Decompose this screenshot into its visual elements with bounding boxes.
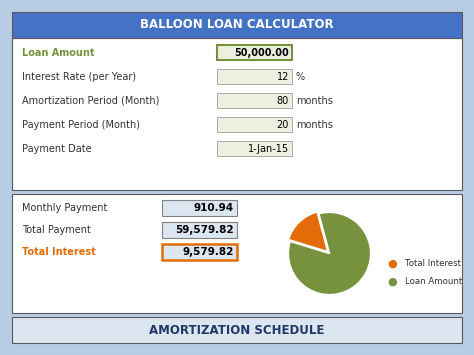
Bar [162,244,237,260]
Bar [217,141,292,156]
Text: months: months [296,120,333,130]
Text: AMORTIZATION SCHEDULE: AMORTIZATION SCHEDULE [149,323,325,337]
Text: Total Interest: Total Interest [22,247,96,257]
Text: 1-Jan-15: 1-Jan-15 [248,143,289,153]
Bar [12,194,462,313]
Text: Amortization Period (Month): Amortization Period (Month) [22,95,159,105]
Text: Total Payment: Total Payment [22,225,91,235]
Text: 59,579.82: 59,579.82 [175,225,234,235]
Text: Loan Amount: Loan Amount [405,277,462,286]
Bar [217,69,292,84]
Text: Payment Date: Payment Date [22,143,91,153]
Text: %: % [296,71,305,82]
Bar [162,222,237,238]
Text: ●: ● [387,277,397,286]
Text: months: months [296,95,333,105]
Text: 9,579.82: 9,579.82 [182,247,234,257]
Bar [12,317,462,343]
Text: 80: 80 [277,95,289,105]
Text: 50,000.00: 50,000.00 [234,48,289,58]
Text: Monthly Payment: Monthly Payment [22,203,108,213]
Bar [217,93,292,108]
Text: Interest Rate (per Year): Interest Rate (per Year) [22,71,136,82]
Text: BALLOON LOAN CALCULATOR: BALLOON LOAN CALCULATOR [140,18,334,32]
Bar [162,200,237,216]
Text: Payment Period (Month): Payment Period (Month) [22,120,140,130]
Wedge shape [288,212,371,295]
Text: 12: 12 [277,71,289,82]
Bar [12,38,462,190]
Text: 910.94: 910.94 [194,203,234,213]
Text: Loan Amount: Loan Amount [22,48,94,58]
Bar [12,12,462,38]
Text: ●: ● [387,258,397,268]
Wedge shape [288,212,328,252]
Bar [217,45,292,60]
Text: Total Interest: Total Interest [405,259,461,268]
Bar [217,117,292,132]
Text: 20: 20 [277,120,289,130]
